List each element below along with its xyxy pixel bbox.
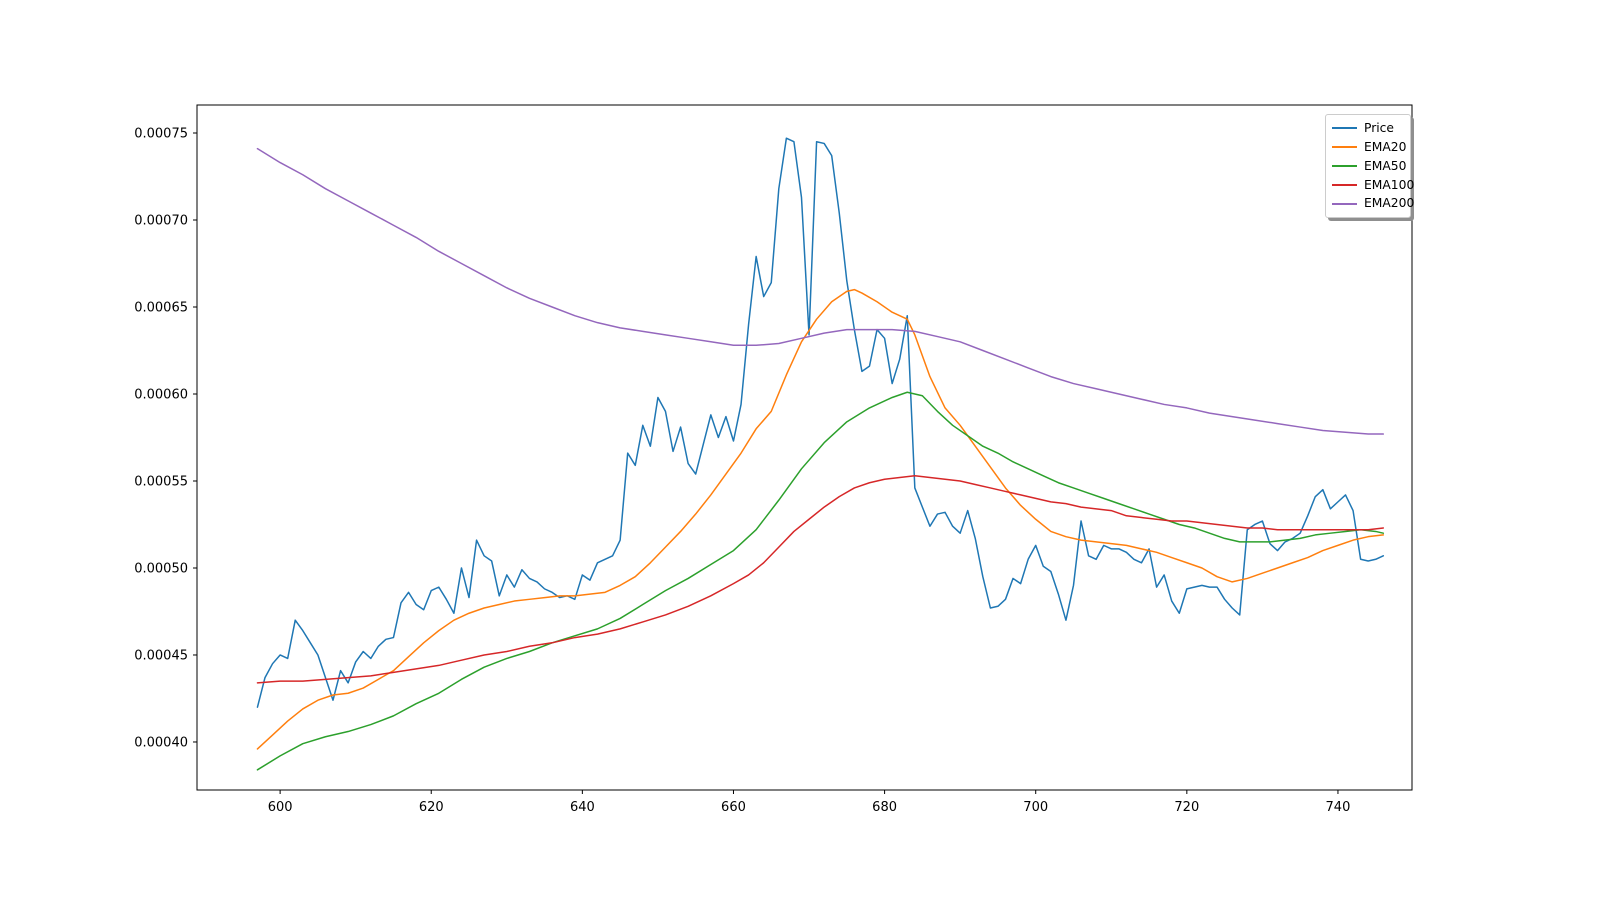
axes-frame <box>196 104 1413 791</box>
ema20-line <box>256 288 1385 750</box>
legend-line-sample-ema20 <box>1332 146 1357 149</box>
legend-item-ema100: EMA100 <box>1332 176 1414 193</box>
legend-label: EMA50 <box>1364 158 1407 173</box>
y-tick-label: 0.00040 <box>134 735 188 750</box>
legend-item-ema50: EMA50 <box>1332 157 1407 174</box>
legend-item-price: Price <box>1332 120 1404 137</box>
x-tick-label: 600 <box>268 800 293 815</box>
y-tick-label: 0.00065 <box>134 301 188 316</box>
legend-item-ema200: EMA200 <box>1332 195 1414 212</box>
legend-line-sample-price <box>1332 127 1357 130</box>
y-tick-label: 0.00075 <box>134 127 188 142</box>
price-line <box>256 137 1385 708</box>
y-tick-label: 0.00055 <box>134 474 188 489</box>
x-tick-label: 640 <box>570 800 595 815</box>
x-tick-label: 740 <box>1326 800 1351 815</box>
legend-label: Price <box>1364 121 1394 136</box>
x-tick-label: 700 <box>1023 800 1048 815</box>
ema200-line <box>256 147 1385 435</box>
legend-line-sample-ema50 <box>1332 164 1357 167</box>
ema50-line <box>256 391 1385 771</box>
legend: Price EMA20 EMA50 EMA100 EMA200 <box>1325 114 1414 218</box>
legend-line-sample-ema100 <box>1332 183 1357 186</box>
legend-line-sample-ema200 <box>1332 202 1357 205</box>
legend-label: EMA20 <box>1364 140 1407 155</box>
ema100-line <box>256 475 1385 684</box>
y-tick-label: 0.00045 <box>134 648 188 663</box>
x-tick-label: 660 <box>721 800 746 815</box>
x-tick-label: 680 <box>872 800 897 815</box>
x-tick-label: 620 <box>419 800 444 815</box>
legend-label: EMA200 <box>1364 196 1415 211</box>
legend-item-ema20: EMA20 <box>1332 139 1407 156</box>
x-tick-label: 720 <box>1174 800 1199 815</box>
y-tick-label: 0.00050 <box>134 561 188 576</box>
legend-label: EMA100 <box>1364 177 1415 192</box>
y-tick-label: 0.00060 <box>134 387 188 402</box>
y-tick-label: 0.00070 <box>134 214 188 229</box>
